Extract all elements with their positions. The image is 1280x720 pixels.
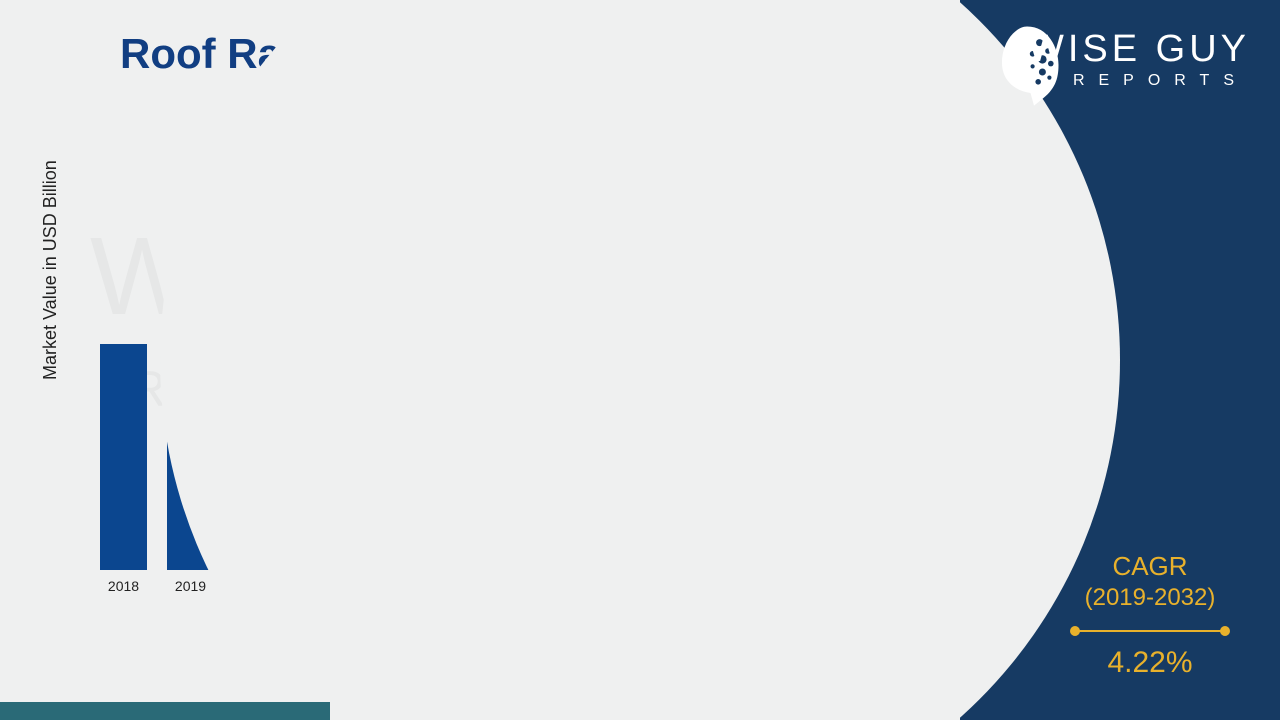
bar-x-label: 2018: [90, 578, 157, 594]
cagr-period: (2019-2032): [1050, 584, 1250, 612]
bottom-accent-bar: [0, 702, 330, 720]
panel-curve-cutout: [160, 0, 1120, 720]
cagr-label: CAGR: [1050, 551, 1250, 582]
page-root: WISE GUYREPORTS Roof Rack System Market …: [0, 0, 1280, 720]
brand-sub: REPORTS: [1028, 72, 1250, 90]
cagr-divider: [1075, 630, 1225, 632]
cagr-block: CAGR (2019-2032) 4.22%: [1050, 551, 1250, 680]
brand-logo-text: WISE GUY REPORTS: [1028, 30, 1250, 90]
brand-main: WISE GUY: [1028, 30, 1250, 68]
cagr-value: 4.22%: [1050, 646, 1250, 680]
y-axis-label: Market Value in USD Billion: [40, 160, 61, 380]
bar: [100, 344, 147, 570]
